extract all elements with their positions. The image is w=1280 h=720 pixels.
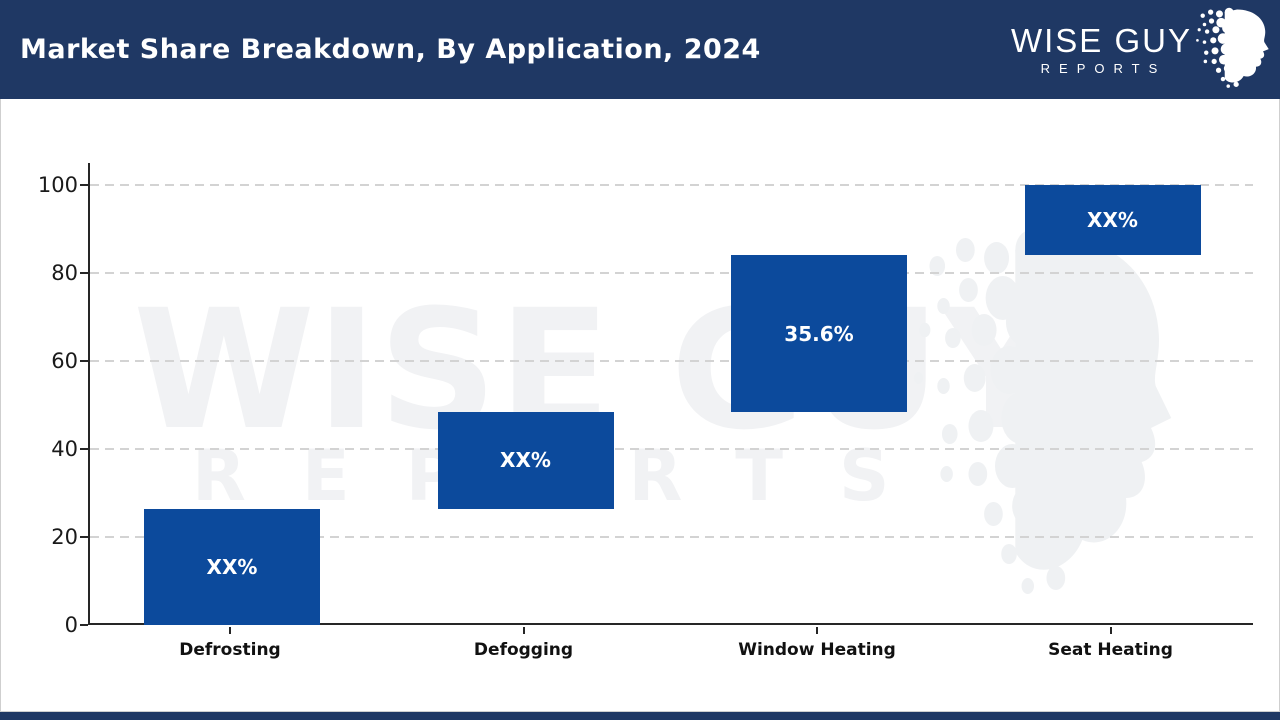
y-tick-mark-60 [80, 360, 88, 362]
y-tick-mark-20 [80, 536, 88, 538]
gridline-80 [90, 272, 1253, 274]
y-tick-label-60: 60 [51, 349, 78, 373]
bar-seat-heating: XX% [1024, 185, 1201, 256]
x-axis-label-window-heating: Window Heating [738, 640, 896, 660]
bar-defrosting: XX% [144, 508, 320, 625]
y-tick-label-40: 40 [51, 437, 78, 461]
watermark-head-icon [913, 230, 1172, 594]
gridline-40 [90, 448, 1253, 450]
y-tick-label-0: 0 [64, 613, 78, 637]
y-tick-label-100: 100 [37, 173, 78, 197]
chart-title: Market Share Breakdown, By Application, … [20, 34, 761, 65]
x-tick-mark-defogging [522, 627, 525, 634]
x-axis-label-defrosting: Defrosting [179, 640, 281, 660]
y-tick-mark-40 [80, 448, 88, 450]
gridline-100 [90, 184, 1253, 186]
bar-defogging: XX% [437, 412, 614, 509]
logo-brand-name: WISE GUY [1010, 21, 1192, 59]
x-tick-mark-defrosting [229, 627, 231, 634]
x-tick-mark-seat-heating [1109, 627, 1112, 634]
y-tick-mark-100 [80, 184, 88, 186]
header-band: Market Share Breakdown, By Application, … [0, 0, 1280, 99]
x-axis-label-seat-heating: Seat Heating [1048, 640, 1173, 660]
wise-guy-reports-logo: WISE GUY REPORTS [1011, 0, 1274, 99]
y-tick-mark-80 [80, 272, 88, 274]
bar-value-label-defrosting: XX% [206, 554, 258, 579]
gridline-60 [90, 360, 1253, 362]
plot-area: XX% XX% 35.6% XX% [88, 163, 1253, 625]
bar-window-heating: 35.6% [731, 255, 907, 413]
bar-value-label-defogging: XX% [500, 448, 551, 473]
y-tick-label-80: 80 [51, 261, 78, 285]
gridline-20 [90, 536, 1253, 538]
y-tick-label-20: 20 [51, 525, 78, 549]
logo-brand-subtitle: REPORTS [1040, 60, 1167, 76]
x-axis-label-defogging: Defogging [473, 640, 574, 660]
bar-value-label-window-heating: 35.6% [784, 321, 854, 346]
bar-value-label-seat-heating: XX% [1087, 208, 1138, 233]
y-tick-mark-0 [80, 624, 88, 626]
wise-guy-head-icon [1196, 7, 1269, 88]
logo-text: WISE GUY REPORTS [1011, 24, 1192, 76]
x-tick-mark-window-heating [816, 627, 818, 634]
footer-band [0, 712, 1280, 720]
